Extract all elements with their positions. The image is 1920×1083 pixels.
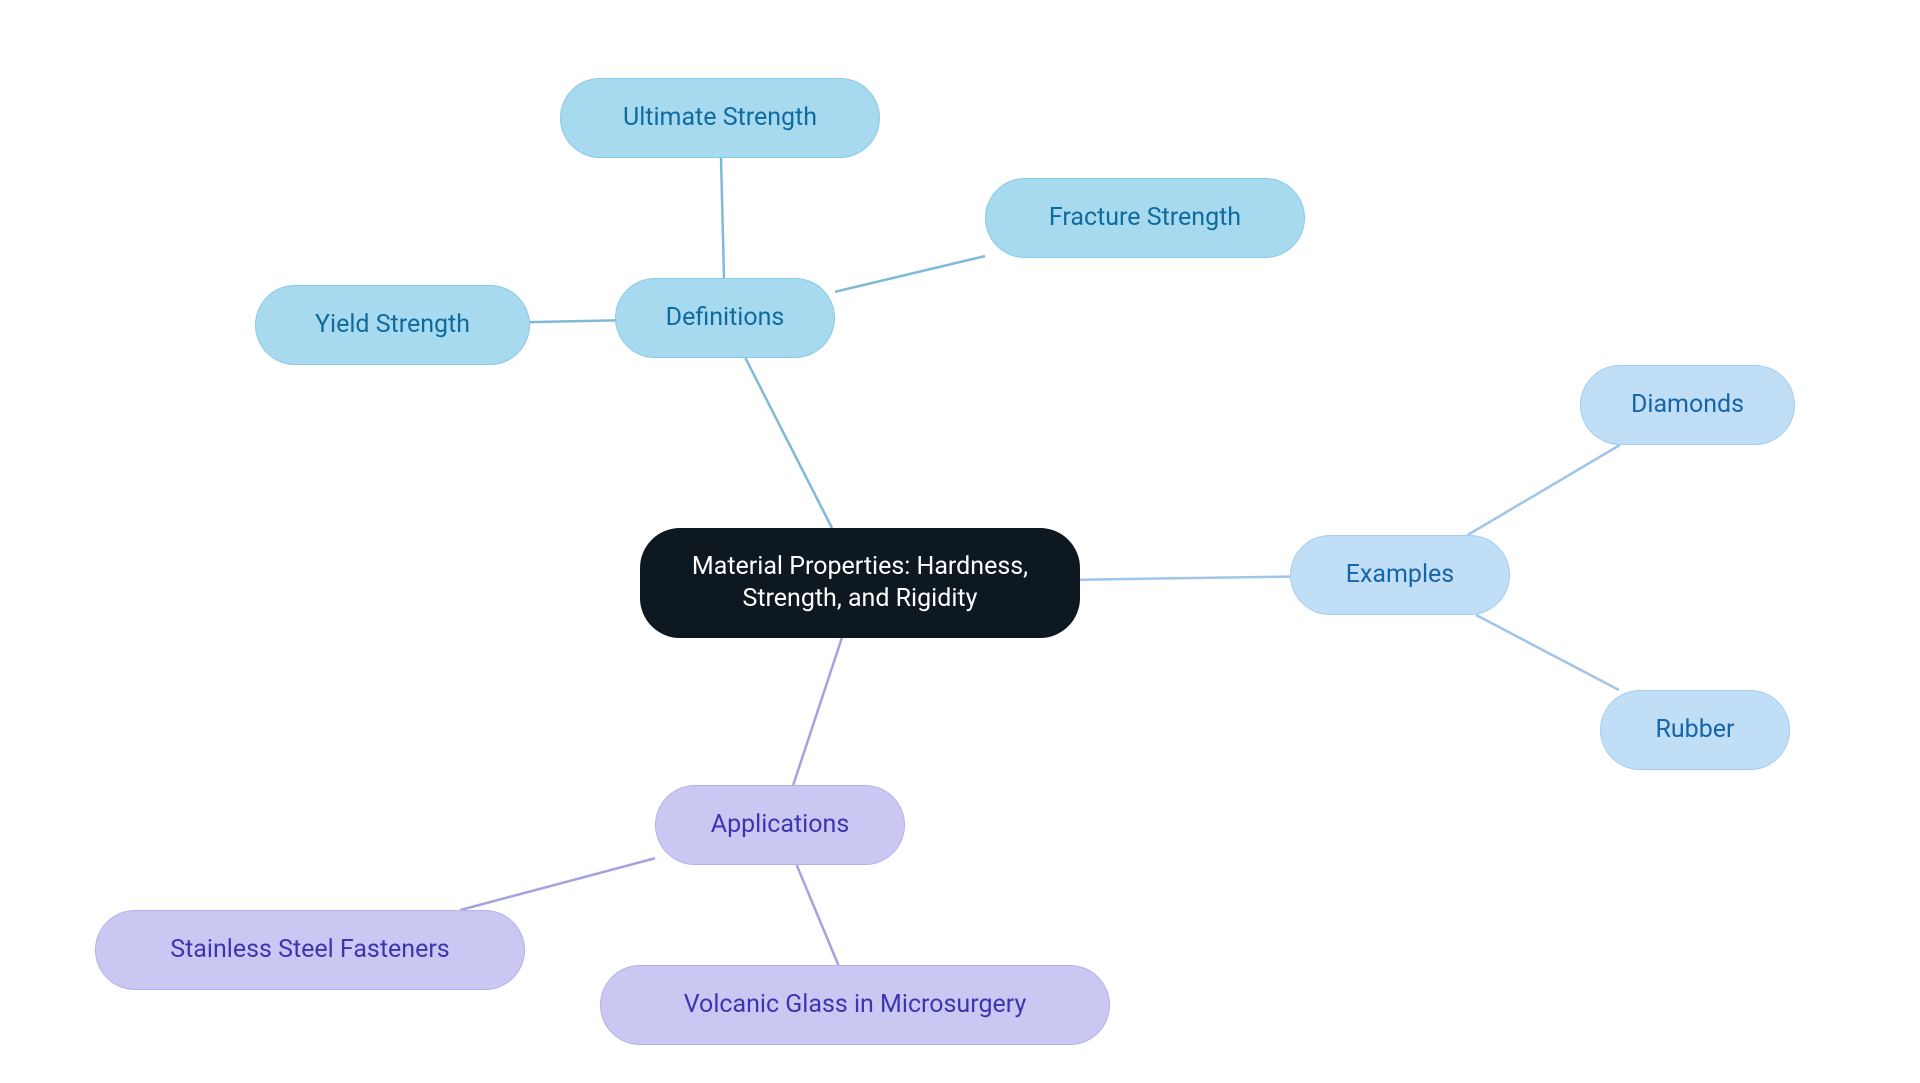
edge-definitions-fracture	[835, 256, 985, 292]
node-rubber: Rubber	[1600, 690, 1790, 770]
edge-applications-volcanic	[797, 865, 839, 965]
node-applications: Applications	[655, 785, 905, 865]
mindmap-canvas: Material Properties: Hardness, Strength,…	[0, 0, 1920, 1083]
node-examples: Examples	[1290, 535, 1510, 615]
node-volcanic: Volcanic Glass in Microsurgery	[600, 965, 1110, 1045]
edge-applications-steel	[460, 858, 655, 910]
node-fracture: Fracture Strength	[985, 178, 1305, 258]
node-root: Material Properties: Hardness, Strength,…	[640, 528, 1080, 638]
edge-root-applications	[793, 638, 842, 785]
edge-examples-diamonds	[1468, 445, 1620, 535]
edge-root-examples	[1080, 577, 1290, 580]
edge-definitions-yield	[530, 320, 615, 322]
node-yield: Yield Strength	[255, 285, 530, 365]
node-ultimate: Ultimate Strength	[560, 78, 880, 158]
node-steel: Stainless Steel Fasteners	[95, 910, 525, 990]
node-diamonds: Diamonds	[1580, 365, 1795, 445]
node-definitions: Definitions	[615, 278, 835, 358]
edge-root-definitions	[745, 358, 832, 528]
edge-definitions-ultimate	[721, 158, 724, 278]
edge-examples-rubber	[1476, 615, 1619, 690]
